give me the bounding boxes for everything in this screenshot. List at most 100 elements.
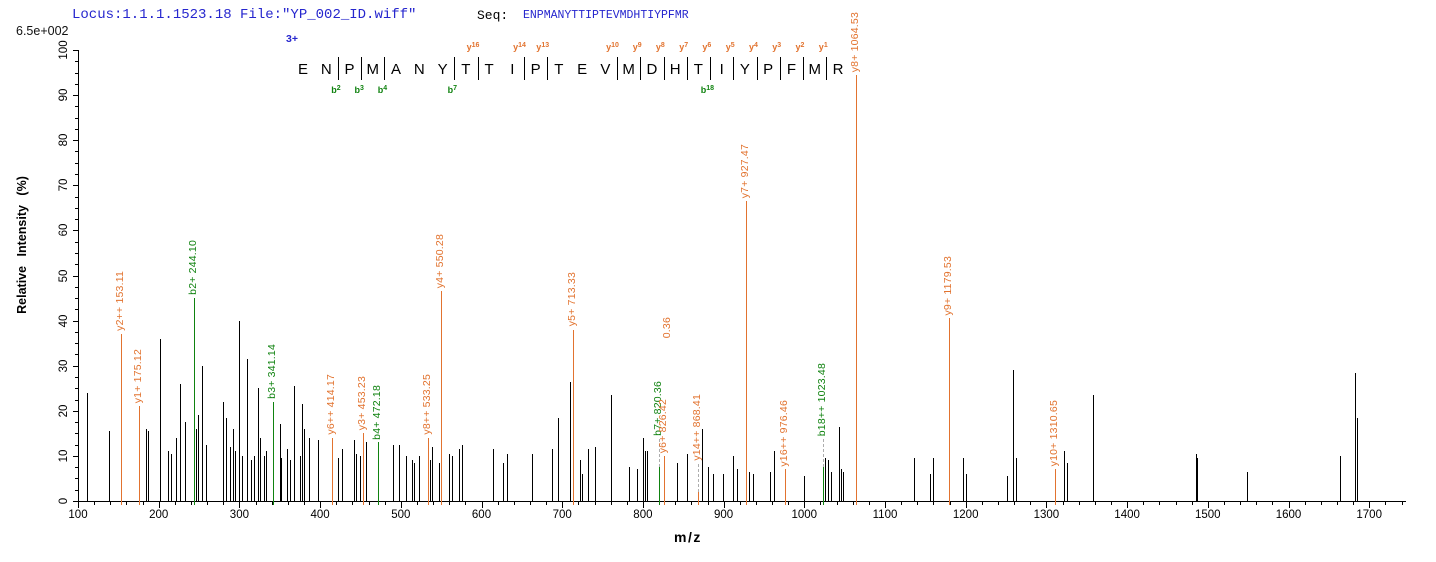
fragment-peak-label[interactable]: y3+ 453.23 <box>356 376 369 431</box>
fragment-peak-label[interactable]: y14++ 868.41 <box>691 394 704 461</box>
cleavage-bar <box>524 57 525 80</box>
ion-series-letter: y <box>795 42 801 52</box>
x-minor-tick <box>110 502 112 505</box>
fragment-peak-label[interactable]: y6++ 414.17 <box>324 374 337 435</box>
y-ion-marker: y9 <box>633 41 642 52</box>
y-major-tick <box>73 185 78 187</box>
cleavage-bar <box>337 57 339 80</box>
spectrum-peak <box>708 467 710 501</box>
x-minor-tick <box>820 502 822 505</box>
ion-series-letter: y <box>632 42 638 52</box>
y-minor-tick <box>75 343 78 345</box>
spectrum-peak <box>250 460 252 501</box>
cleavage-bar <box>663 57 665 80</box>
ion-index-number: 3 <box>777 42 782 49</box>
fragment-peak-label[interactable]: b4+ 472.18 <box>371 384 384 440</box>
y-minor-tick <box>75 106 78 108</box>
spectrum-peak <box>170 453 172 501</box>
fragment-peak-line[interactable] <box>698 492 700 505</box>
fragment-peak-label[interactable]: b18++ 1023.48 <box>816 362 829 437</box>
spectrum-peak <box>1340 455 1342 501</box>
sequence-residue: M <box>622 61 635 78</box>
fragment-peak-line[interactable] <box>331 437 333 505</box>
ion-series-letter: y <box>772 42 778 52</box>
x-minor-tick <box>207 502 209 505</box>
x-tick-label: 1300 <box>1033 509 1060 521</box>
x-tick-label: 600 <box>471 509 492 521</box>
fragment-peak-label[interactable]: b2+ 244.10 <box>187 240 200 296</box>
fragment-peak-label[interactable]: y1+ 175.12 <box>131 349 144 404</box>
ion-series-letter: y <box>702 42 708 52</box>
ion-series-letter: b <box>447 85 454 95</box>
spectrum-peak <box>1195 453 1197 501</box>
fragment-peak-label[interactable]: y16++ 976.46 <box>778 399 791 467</box>
y-minor-tick <box>75 264 78 266</box>
y-major-tick <box>73 410 78 412</box>
cleavage-bar <box>710 57 711 80</box>
spectrum-peak <box>644 451 646 501</box>
fragment-peak-line[interactable] <box>664 455 666 505</box>
sequence-residue: T <box>554 61 564 78</box>
fragment-peak-label[interactable]: y6+ 826.42 <box>657 398 670 453</box>
fragment-peak-line[interactable] <box>659 467 661 505</box>
fragment-peak-label[interactable]: y8++ 533.25 <box>420 374 433 435</box>
fragment-peak-label[interactable]: y5+ 713.33 <box>566 272 578 327</box>
fragment-peak-label[interactable]: y10+ 1310.65 <box>1048 400 1060 467</box>
cleavage-bar <box>756 57 758 80</box>
fragment-peak-label[interactable]: b3+ 341.14 <box>265 343 278 399</box>
fragment-peak-line[interactable] <box>194 298 196 505</box>
y-minor-tick <box>75 128 78 130</box>
spectrum-peak <box>1015 458 1017 501</box>
spectrum-peak <box>588 449 589 501</box>
fragment-peak-label[interactable]: y2++ 153.11 <box>113 271 126 332</box>
x-minor-tick <box>497 502 499 505</box>
spectrum-peak <box>246 358 248 501</box>
fragment-peak-line[interactable] <box>949 318 951 505</box>
ion-index-number: 13 <box>541 42 550 49</box>
x-minor-tick <box>852 502 854 505</box>
spectrum-peak <box>1357 417 1359 501</box>
cleavage-bar <box>617 57 618 80</box>
spectrum-peak <box>687 453 689 501</box>
y-minor-tick <box>75 376 78 378</box>
fragment-peak-line[interactable] <box>427 437 429 505</box>
fragment-peak-line[interactable] <box>272 401 274 505</box>
fragment-peak-line[interactable] <box>363 433 365 505</box>
ion-series-letter: b <box>700 85 707 95</box>
fragment-peak-line[interactable] <box>745 201 747 505</box>
fragment-peak-line[interactable] <box>138 406 140 505</box>
fragment-peak-line[interactable] <box>120 334 122 505</box>
fragment-peak-label[interactable]: y4+ 550.28 <box>434 234 447 289</box>
fragment-peak-line[interactable] <box>1055 469 1056 505</box>
sequence-residue: F <box>786 61 797 78</box>
fragment-peak-line[interactable] <box>378 442 380 505</box>
spectrum-peak <box>532 453 534 501</box>
ion-series-letter: y <box>536 42 542 52</box>
y-tick-label: 40 <box>58 314 70 327</box>
fragment-peak-line[interactable] <box>823 467 825 505</box>
fragment-peak-label[interactable]: y9+ 1179.53 <box>942 255 955 316</box>
x-minor-tick <box>416 502 418 505</box>
y-ion-marker: y5 <box>726 41 735 52</box>
spectrum-peak <box>749 471 751 501</box>
base-peak-intensity-label: 6.5e+002 <box>16 24 69 38</box>
fragment-peak-line[interactable] <box>573 329 574 505</box>
x-major-tick <box>78 502 79 508</box>
x-major-tick <box>320 502 322 508</box>
y-tick-label: 50 <box>58 269 70 282</box>
x-tick-label: 1500 <box>1195 509 1221 521</box>
y-minor-tick <box>75 467 78 469</box>
x-major-tick <box>1369 502 1371 508</box>
spectrum-peak <box>263 455 265 501</box>
spectrum-peak <box>933 458 935 501</box>
b-ion-marker: b7 <box>448 84 457 95</box>
fragment-peak-label[interactable]: y7+ 927.47 <box>738 143 751 199</box>
spectrum-peak <box>308 437 310 501</box>
fragment-peak-line[interactable] <box>441 291 443 505</box>
fragment-peak-label[interactable]: y8+ 1064.53 <box>849 11 862 72</box>
y-major-tick <box>73 320 78 322</box>
fragment-peak-line[interactable] <box>856 74 858 505</box>
fragment-peak-line[interactable] <box>785 469 787 505</box>
